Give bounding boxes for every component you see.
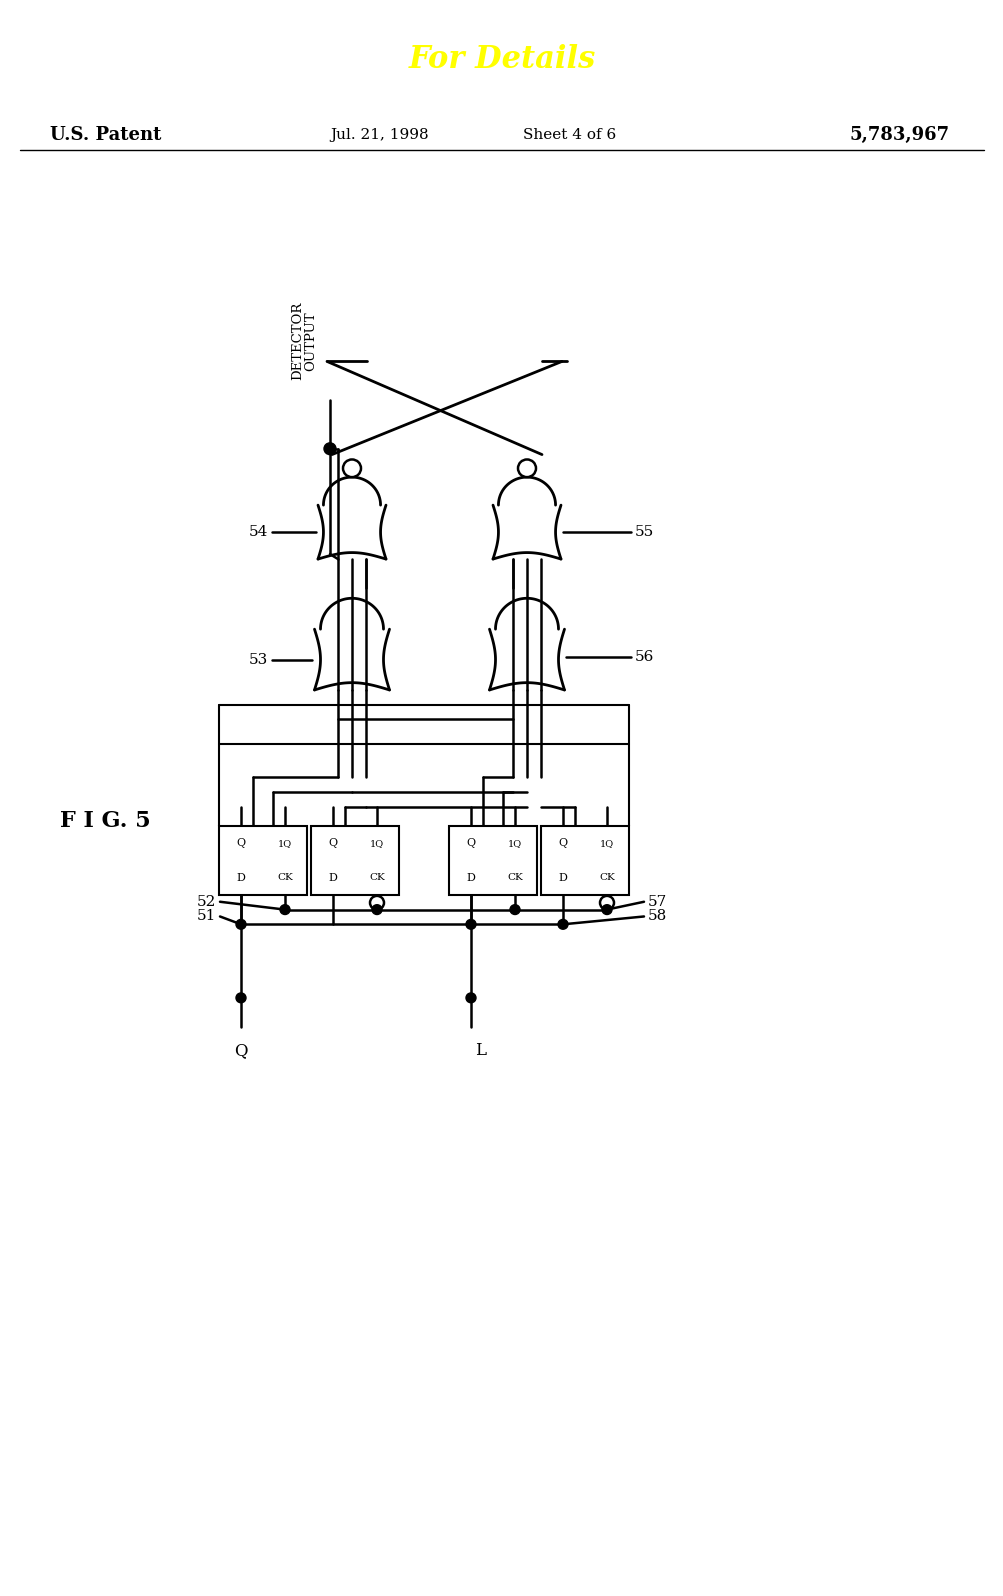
Text: DETECTOR: DETECTOR (291, 302, 304, 380)
Text: Sheet 4 of 6: Sheet 4 of 6 (523, 128, 616, 142)
Text: CK: CK (599, 873, 614, 883)
Circle shape (324, 442, 336, 455)
Text: 1Q: 1Q (278, 839, 292, 847)
Text: Q: Q (236, 838, 246, 849)
Circle shape (370, 895, 383, 910)
Circle shape (518, 460, 536, 477)
Text: CK: CK (507, 873, 523, 883)
Circle shape (236, 993, 246, 1002)
Text: U.S. Patent: U.S. Patent (50, 126, 161, 144)
Text: Jul. 21, 1998: Jul. 21, 1998 (330, 128, 429, 142)
Bar (541, 827, 628, 895)
Text: 5,783,967: 5,783,967 (850, 126, 949, 144)
Text: CK: CK (277, 873, 293, 883)
Text: F I G. 5: F I G. 5 (59, 811, 150, 833)
Text: OUTPUT: OUTPUT (304, 311, 317, 370)
Circle shape (510, 905, 520, 915)
Circle shape (280, 905, 290, 915)
Circle shape (602, 905, 612, 915)
Circle shape (465, 919, 475, 929)
Text: D: D (328, 873, 337, 883)
Text: L: L (475, 1042, 486, 1060)
Text: 1Q: 1Q (508, 839, 522, 847)
Circle shape (236, 919, 246, 929)
Circle shape (558, 919, 568, 929)
Text: 57: 57 (647, 895, 667, 908)
Bar (219, 827, 307, 895)
Text: Q: Q (328, 838, 337, 849)
Text: D: D (237, 873, 245, 883)
Text: 55: 55 (634, 525, 654, 539)
Circle shape (465, 993, 475, 1002)
Text: 1Q: 1Q (369, 839, 384, 847)
Text: 52: 52 (197, 895, 216, 908)
Bar (448, 827, 537, 895)
Text: D: D (558, 873, 567, 883)
Text: For Details: For Details (408, 45, 595, 75)
Circle shape (372, 905, 381, 915)
Circle shape (343, 460, 361, 477)
Text: 51: 51 (197, 910, 216, 924)
Circle shape (600, 895, 614, 910)
Text: D: D (466, 873, 475, 883)
Text: 56: 56 (634, 650, 654, 664)
Text: TAP HERE: TAP HERE (460, 16, 543, 30)
Text: 1Q: 1Q (600, 839, 614, 847)
Text: 54: 54 (249, 525, 268, 539)
Text: Q: Q (234, 1042, 248, 1060)
Bar (311, 827, 398, 895)
Text: 53: 53 (249, 653, 268, 667)
Text: CK: CK (369, 873, 384, 883)
Text: Q: Q (466, 838, 475, 849)
Text: 58: 58 (647, 910, 667, 924)
Text: Q: Q (558, 838, 567, 849)
